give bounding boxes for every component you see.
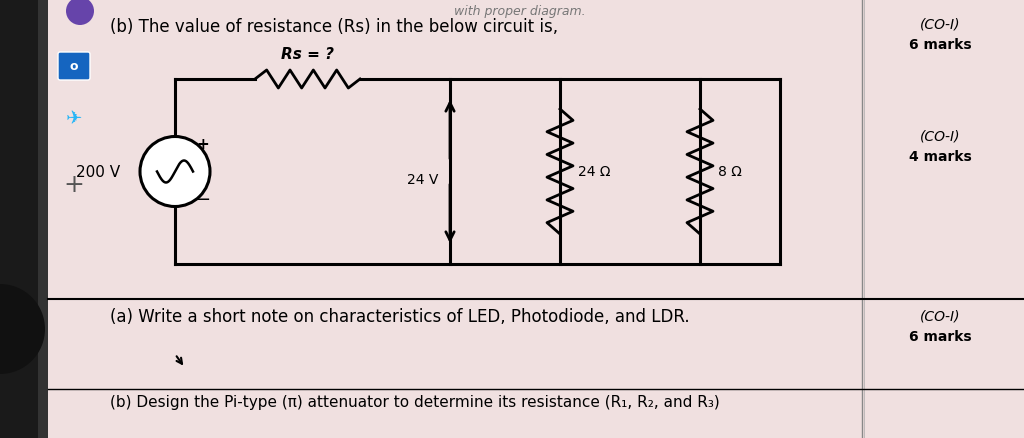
Text: 24 V: 24 V — [407, 173, 438, 187]
Text: with proper diagram.: with proper diagram. — [455, 5, 586, 18]
Text: 6 marks: 6 marks — [908, 329, 972, 343]
Circle shape — [140, 137, 210, 207]
Text: −: − — [196, 191, 211, 209]
Text: (b) The value of resistance (Rs) in the below circuit is,: (b) The value of resistance (Rs) in the … — [110, 18, 558, 36]
Text: (CO-I): (CO-I) — [920, 130, 961, 144]
Circle shape — [66, 0, 94, 26]
Text: 24 Ω: 24 Ω — [578, 165, 610, 179]
Text: 8 Ω: 8 Ω — [718, 165, 741, 179]
Text: Rs = ?: Rs = ? — [281, 47, 334, 62]
Text: +: + — [197, 137, 209, 152]
Text: 6 marks: 6 marks — [908, 38, 972, 52]
Wedge shape — [0, 284, 45, 374]
Text: ✈: ✈ — [66, 108, 82, 127]
Text: (a) Write a short note on characteristics of LED, Photodiode, and LDR.: (a) Write a short note on characteristic… — [110, 307, 689, 325]
Text: o: o — [70, 60, 78, 73]
FancyBboxPatch shape — [58, 53, 90, 81]
Bar — [38, 0, 48, 438]
Bar — [0, 0, 38, 438]
Text: (CO-I): (CO-I) — [920, 309, 961, 323]
Text: (b) Design the Pi-type (π) attenuator to determine its resistance (R₁, R₂, and R: (b) Design the Pi-type (π) attenuator to… — [110, 394, 720, 409]
Text: 4 marks: 4 marks — [908, 150, 972, 164]
Text: +: + — [63, 173, 84, 197]
Text: 200 V: 200 V — [76, 165, 120, 180]
Text: (CO-I): (CO-I) — [920, 18, 961, 32]
